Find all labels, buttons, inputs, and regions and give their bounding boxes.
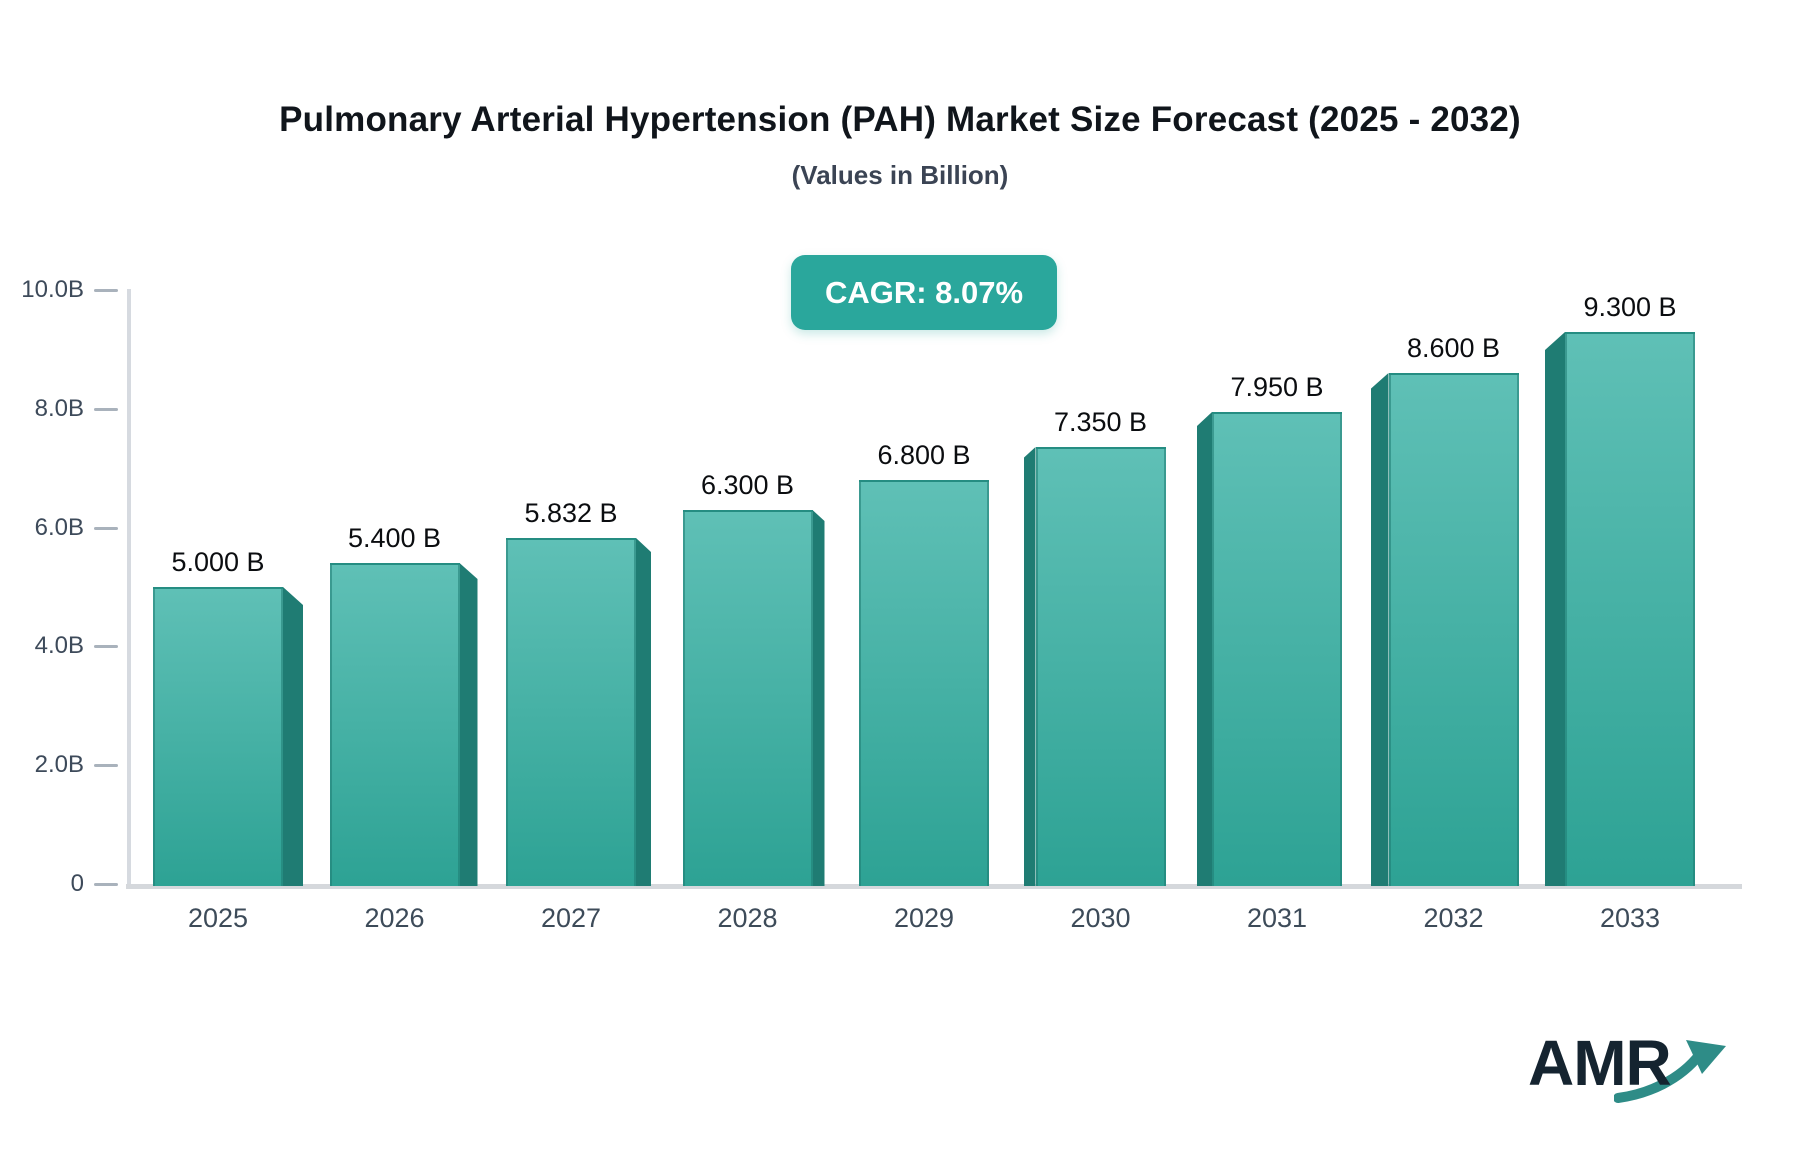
bar-2025 xyxy=(153,587,283,886)
bar-value-label-2026: 5.400 B xyxy=(347,523,442,553)
x-tick-label-2025: 2025 xyxy=(187,903,249,933)
bar-side-left-2030 xyxy=(1023,447,1036,886)
chart-title: Pulmonary Arterial Hypertension (PAH) Ma… xyxy=(279,100,1521,139)
y-tick-label: 10.0B xyxy=(21,276,84,303)
y-tick-mark xyxy=(94,883,118,886)
amr-logo: AMR xyxy=(1528,1026,1738,1116)
x-tick-label-2029: 2029 xyxy=(893,903,955,933)
y-tick-label: 4.0B xyxy=(34,632,84,660)
bar-value-label-2030: 7.350 B xyxy=(1053,407,1148,437)
bar-value-label-2032: 8.600 B xyxy=(1406,333,1501,363)
bar-2030 xyxy=(1035,447,1166,886)
bar-2033 xyxy=(1565,332,1695,886)
y-tick-mark xyxy=(94,764,118,768)
y-tick-label: 0 xyxy=(70,870,84,897)
bar-value-label-2029: 6.800 B xyxy=(877,440,971,470)
bar-value-label-2027: 5.832 B xyxy=(524,498,618,528)
x-tick-label-2026: 2026 xyxy=(364,903,425,933)
x-tick-label-2027: 2027 xyxy=(540,903,602,933)
bar-2028 xyxy=(682,510,813,886)
bar-side-left-2033 xyxy=(1545,332,1565,886)
y-tick-label: 2.0B xyxy=(34,751,84,779)
y-tick-label: 6.0B xyxy=(34,513,84,541)
x-tick-label-2030: 2030 xyxy=(1070,903,1131,933)
bar-2029 xyxy=(859,480,989,886)
y-tick-label: 8.0B xyxy=(34,394,84,422)
x-axis-line xyxy=(126,884,1742,889)
y-tick-mark xyxy=(94,526,118,530)
bar-2026 xyxy=(329,563,460,886)
x-tick-label-2032: 2032 xyxy=(1423,903,1484,933)
bar-2031 xyxy=(1212,412,1342,886)
bar-side-right-2027 xyxy=(636,538,651,886)
bar-side-right-2025 xyxy=(283,587,303,886)
chart-subtitle: (Values in Billion) xyxy=(791,160,1009,190)
x-tick-label-2028: 2028 xyxy=(717,903,778,933)
bar-value-label-2033: 9.300 B xyxy=(1583,292,1677,322)
y-axis-line xyxy=(127,289,131,889)
bar-2027 xyxy=(506,538,636,886)
bar-2032 xyxy=(1388,373,1519,886)
bar-side-left-2031 xyxy=(1197,412,1212,886)
bar-side-left-2032 xyxy=(1370,373,1389,886)
y-tick-mark xyxy=(94,289,118,292)
x-tick-label-2033: 2033 xyxy=(1599,903,1661,933)
y-tick-mark xyxy=(94,407,118,411)
x-tick-label-2031: 2031 xyxy=(1246,903,1308,933)
amr-logo-text: AMR xyxy=(1528,1027,1672,1099)
y-tick-mark xyxy=(94,645,118,649)
trend-up-arrow-icon xyxy=(1614,1040,1726,1103)
bar-side-right-2028 xyxy=(812,510,825,886)
bar-side-right-2026 xyxy=(459,563,478,886)
cagr-badge: CAGR: 8.07% xyxy=(791,255,1057,330)
bar-value-label-2028: 6.300 B xyxy=(700,470,795,500)
bar-value-label-2031: 7.950 B xyxy=(1230,372,1324,402)
bar-value-label-2025: 5.000 B xyxy=(171,547,265,577)
